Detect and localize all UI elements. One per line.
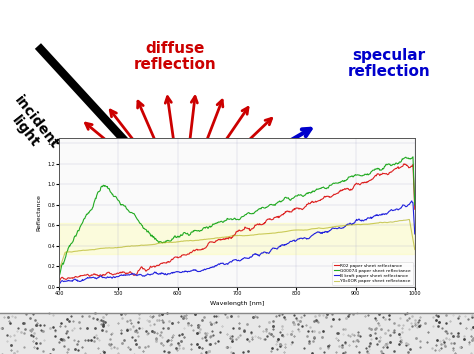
B kraft paper sheet reflectance: [409, 199, 415, 203]
Line: G00074 paper sheet reflectance: G00074 paper sheet reflectance: [59, 157, 415, 276]
Y0c0OR paper sheet reflectance: [148, 242, 154, 247]
Y0c0OR paper sheet reflectance: [406, 217, 411, 222]
R02 paper sheet reflectance: [119, 270, 125, 275]
Y0c0OR paper sheet reflectance: [56, 267, 62, 272]
Line: B kraft paper sheet reflectance: B kraft paper sheet reflectance: [59, 201, 415, 284]
Y0c0OR paper sheet reflectance: [217, 236, 223, 240]
Y0c0OR paper sheet reflectance: [266, 232, 272, 236]
X-axis label: Wavelength [nm]: Wavelength [nm]: [210, 302, 264, 307]
G00074 paper sheet reflectance: [56, 274, 62, 278]
B kraft paper sheet reflectance: [266, 251, 272, 256]
Y0c0OR paper sheet reflectance: [324, 226, 330, 230]
R02 paper sheet reflectance: [401, 162, 407, 166]
B kraft paper sheet reflectance: [294, 238, 300, 242]
Line: R02 paper sheet reflectance: R02 paper sheet reflectance: [59, 164, 415, 282]
Y0c0OR paper sheet reflectance: [294, 228, 300, 232]
B kraft paper sheet reflectance: [148, 272, 154, 276]
B kraft paper sheet reflectance: [324, 229, 330, 234]
G00074 paper sheet reflectance: [266, 204, 272, 208]
B kraft paper sheet reflectance: [217, 262, 223, 266]
R02 paper sheet reflectance: [56, 280, 62, 284]
Legend: R02 paper sheet reflectance, G00074 paper sheet reflectance, B kraft paper sheet: R02 paper sheet reflectance, G00074 pape…: [332, 262, 412, 285]
B kraft paper sheet reflectance: [119, 273, 125, 278]
G00074 paper sheet reflectance: [294, 194, 300, 198]
R02 paper sheet reflectance: [294, 206, 300, 210]
G00074 paper sheet reflectance: [148, 234, 154, 238]
Bar: [0, 313, 474, 354]
R02 paper sheet reflectance: [324, 194, 330, 198]
G00074 paper sheet reflectance: [217, 220, 223, 224]
B kraft paper sheet reflectance: [412, 232, 418, 236]
Text: diffuse
reflection: diffuse reflection: [134, 41, 217, 72]
R02 paper sheet reflectance: [217, 237, 223, 241]
R02 paper sheet reflectance: [148, 264, 154, 268]
G00074 paper sheet reflectance: [412, 203, 418, 207]
Y0c0OR paper sheet reflectance: [119, 245, 125, 249]
Text: incident
light: incident light: [0, 93, 62, 161]
R02 paper sheet reflectance: [412, 207, 418, 211]
Y0c0OR paper sheet reflectance: [412, 247, 418, 252]
Y-axis label: Reflectance: Reflectance: [37, 194, 42, 231]
G00074 paper sheet reflectance: [410, 155, 416, 159]
Line: Y0c0OR paper sheet reflectance: Y0c0OR paper sheet reflectance: [59, 219, 415, 269]
G00074 paper sheet reflectance: [119, 203, 125, 207]
G00074 paper sheet reflectance: [324, 186, 330, 190]
Text: specular
reflection: specular reflection: [347, 48, 430, 79]
B kraft paper sheet reflectance: [56, 282, 62, 286]
R02 paper sheet reflectance: [266, 217, 272, 221]
Bar: [59, 223, 415, 254]
